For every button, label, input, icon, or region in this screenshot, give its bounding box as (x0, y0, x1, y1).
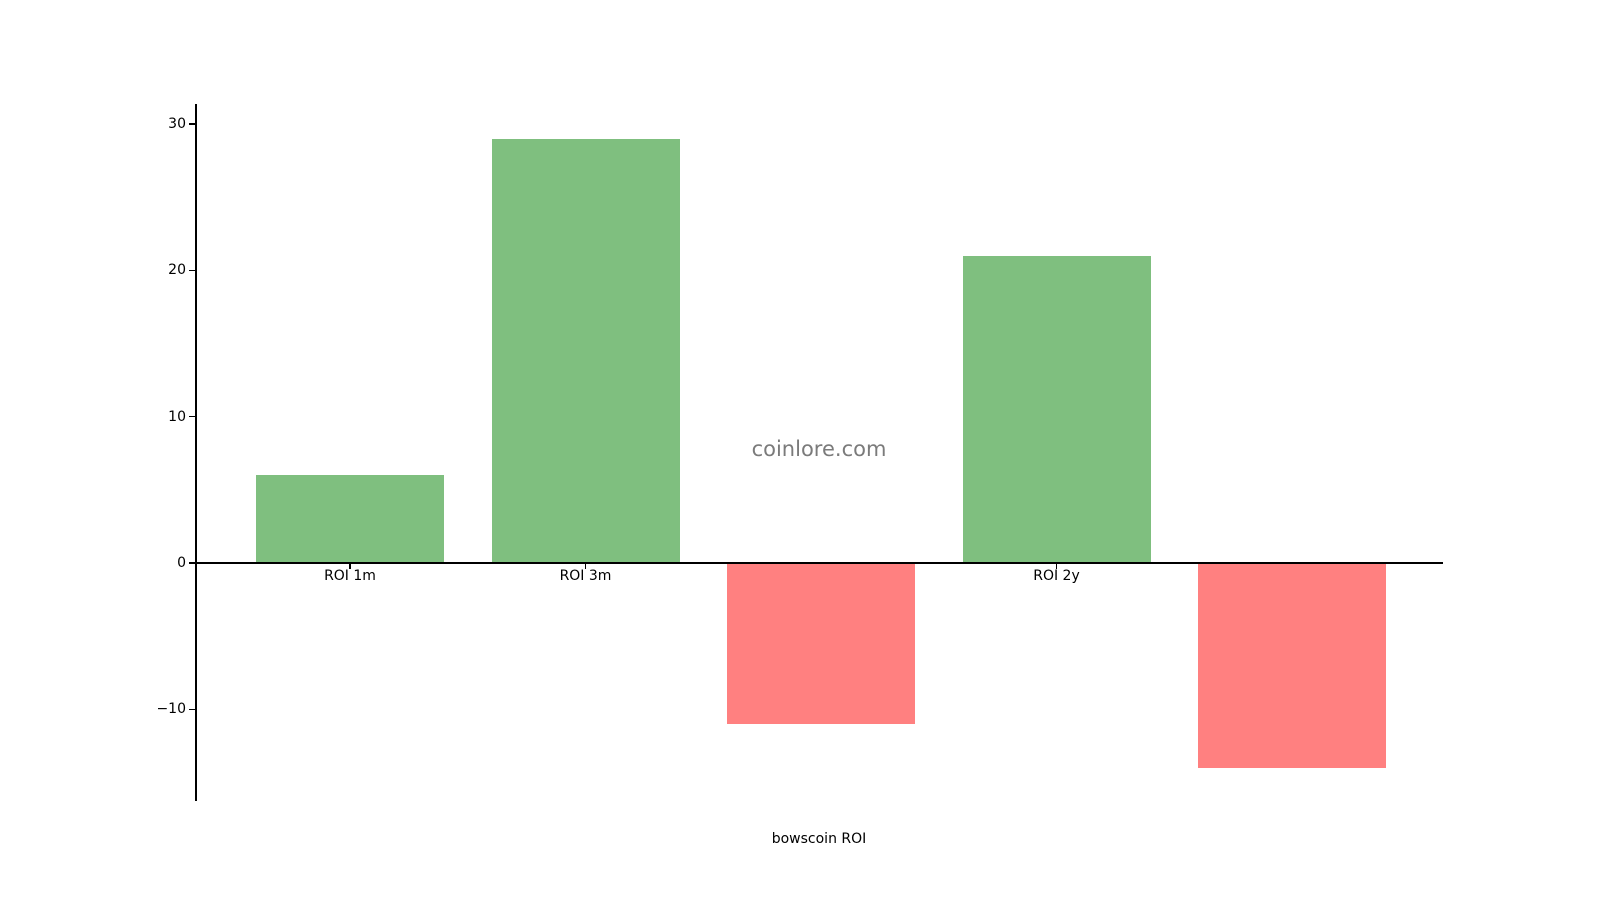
y-tick-label: 30 (168, 116, 186, 133)
x-tick-label: ROI 2y (1033, 568, 1080, 584)
bar-hidden-label-4 (1198, 563, 1386, 768)
y-tick-mark (189, 708, 196, 711)
y-tick-mark (189, 123, 196, 125)
bar-roi-3m (491, 138, 680, 563)
y-tick-label: 10 (168, 408, 186, 425)
bar-hidden-label-2 (727, 563, 915, 724)
y-axis-spine (195, 104, 197, 801)
watermark-text: coinlore.com (751, 437, 887, 461)
x-tick-label: ROI 3m (559, 568, 612, 584)
x-tick-mark (1055, 563, 1058, 569)
bar-roi-2y (962, 255, 1151, 563)
y-tick-mark (189, 562, 196, 564)
x-tick-label: ROI 1m (324, 568, 376, 584)
x-tick-mark (349, 563, 351, 569)
x-axis-title: bowscoin ROI (771, 831, 867, 847)
x-axis-zero-line (196, 562, 1443, 564)
y-tick-mark (189, 269, 196, 272)
y-tick-mark (189, 415, 196, 418)
y-tick-label: 0 (177, 555, 186, 571)
bar-roi-1m (256, 475, 444, 563)
y-tick-label: −10 (156, 701, 186, 718)
x-tick-mark (584, 563, 587, 569)
y-tick-label: 20 (168, 262, 186, 279)
